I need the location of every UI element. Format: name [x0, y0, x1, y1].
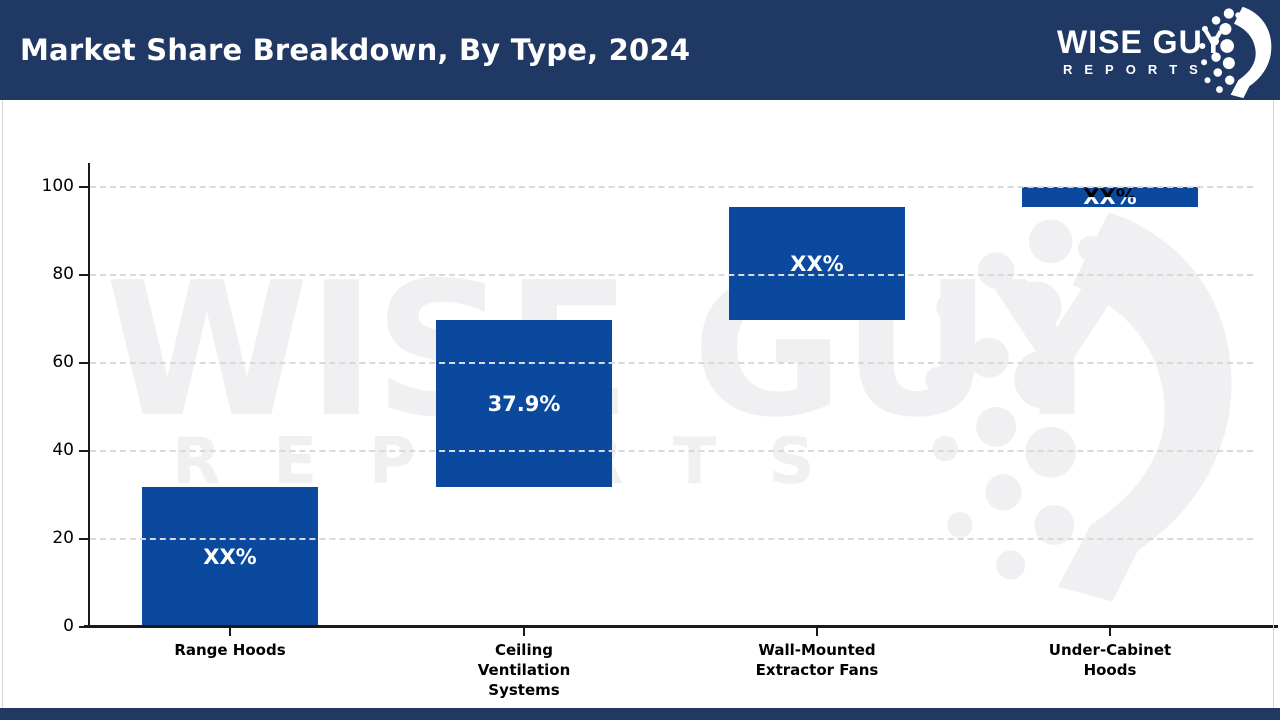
y-tick-100	[79, 186, 88, 188]
page-title: Market Share Breakdown, By Type, 2024	[20, 33, 691, 67]
x-category-label-4: Under-Cabinet Hoods	[1048, 641, 1172, 679]
x-axis-spine	[84, 625, 1278, 628]
x-tick-1	[229, 628, 231, 636]
y-tick-0	[79, 626, 88, 628]
logo-wordmark: WISE GUY	[1057, 24, 1226, 60]
footer-bar	[0, 708, 1280, 720]
x-tick-4	[1109, 628, 1111, 636]
x-category-label-1: Range Hoods	[174, 641, 286, 659]
gridline-40	[90, 450, 1253, 452]
bar-range-hoods	[142, 487, 318, 627]
x-category-label-3: Wall-Mounted Extractor Fans	[755, 641, 879, 679]
header: Market Share Breakdown, By Type, 2024 WI…	[0, 0, 1280, 100]
bar-value-label-ceiling-ventilation-systems: 37.9%	[487, 391, 561, 416]
y-tick-label-100: 100	[41, 176, 74, 196]
bar-value-text: XX%	[1083, 185, 1137, 210]
bar-value-label-wall-mounted-extractor-fans: XX%	[790, 251, 844, 276]
y-axis-spine	[88, 163, 90, 627]
panel-border-right	[1273, 100, 1274, 708]
bar-value-label-under-cabinet-hoods: XX%XX%XX%	[1083, 185, 1136, 209]
x-category-label-2: Ceiling Ventilation Systems	[477, 641, 571, 699]
x-tick-2	[523, 628, 525, 636]
logo-tagline: REPORTS	[1063, 62, 1210, 77]
y-tick-label-20: 20	[52, 528, 74, 548]
y-tick-80	[79, 274, 88, 276]
bar-value-text: XX%	[1083, 185, 1137, 210]
y-tick-20	[79, 538, 88, 540]
gridline-60	[90, 362, 1253, 364]
y-tick-40	[79, 450, 88, 452]
gridline-20	[90, 538, 1253, 540]
bar-value-label-range-hoods: XX%	[203, 545, 257, 570]
y-tick-label-0: 0	[63, 616, 74, 636]
logo-head-icon	[1199, 6, 1272, 99]
y-tick-label-40: 40	[52, 440, 74, 460]
y-tick-label-80: 80	[52, 264, 74, 284]
gridline-80	[90, 274, 1253, 276]
bar-ceiling-ventilation-systems	[436, 320, 612, 488]
bar-under-cabinet-hoods	[1022, 187, 1198, 208]
gridline-100	[90, 186, 1253, 188]
x-tick-3	[816, 628, 818, 636]
brand-logo: WISE GUY REPORTS	[1010, 0, 1272, 100]
panel-border-left	[2, 100, 3, 708]
y-tick-label-60: 60	[52, 352, 74, 372]
y-tick-60	[79, 362, 88, 364]
bar-wall-mounted-extractor-fans	[729, 207, 905, 321]
